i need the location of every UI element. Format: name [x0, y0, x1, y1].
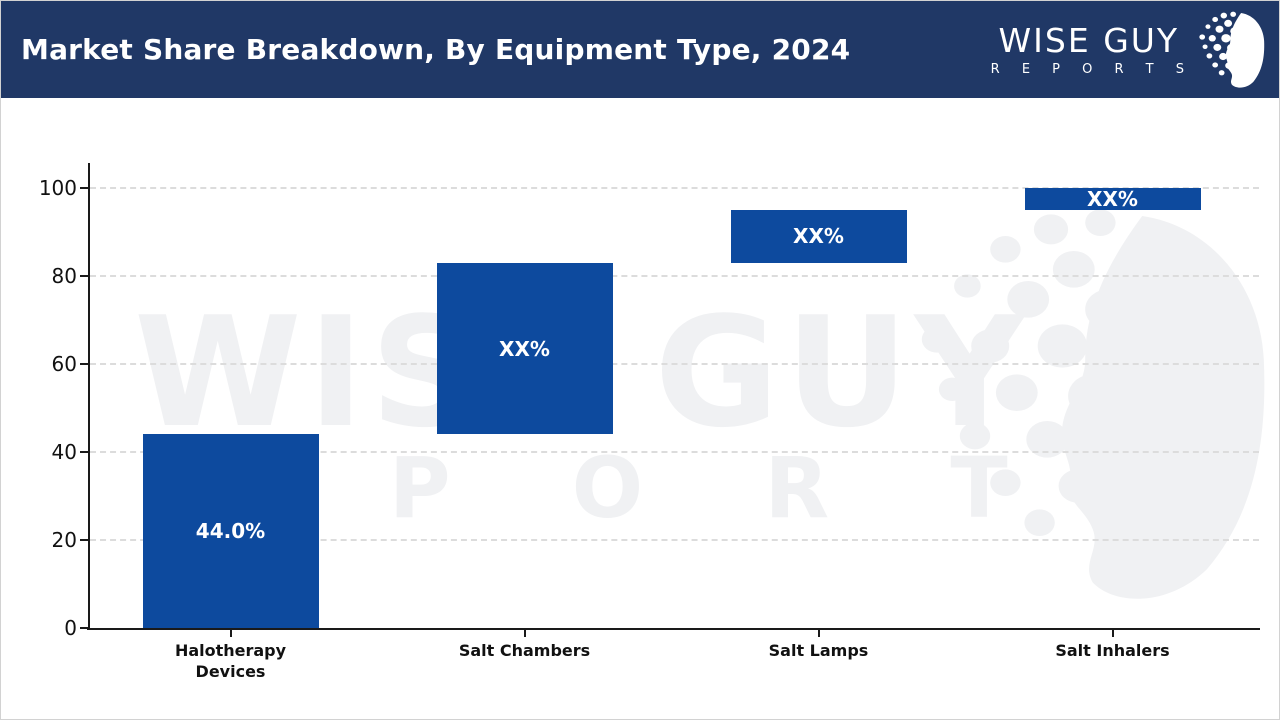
x-tick: [817, 630, 820, 637]
x-axis-label-salt-inhalers: Salt Inhalers: [1055, 641, 1170, 660]
bar-value-label: 44.0%: [195, 519, 266, 544]
gridline: [90, 539, 1259, 541]
x-axis-label-salt-chambers: Salt Chambers: [458, 641, 591, 660]
y-tick: [80, 539, 88, 541]
page-title: Market Share Breakdown, By Equipment Typ…: [21, 33, 851, 66]
y-tick: [80, 451, 88, 453]
bar-halotherapy-devices: 44.0%: [142, 434, 319, 628]
y-tick: [80, 363, 88, 365]
bar-salt-inhalers: XX%: [1024, 187, 1201, 211]
logo-text: WISE GUY R E P O R T S: [985, 24, 1193, 76]
logo-face-icon: [1199, 11, 1265, 88]
y-tick: [80, 275, 88, 277]
gridline: [90, 187, 1259, 189]
y-tick-label: 20: [51, 528, 77, 552]
wiseguy-logo: WISE GUY R E P O R T S: [985, 11, 1267, 89]
bar-value-label: XX%: [793, 224, 844, 249]
y-tick-label: 40: [51, 440, 77, 464]
y-tick-label: 100: [38, 176, 77, 200]
gridline: [90, 451, 1259, 453]
y-axis-line: [88, 163, 90, 629]
y-tick: [80, 187, 88, 189]
x-axis-label-halotherapy-devices: Halotherapy Devices: [174, 641, 287, 681]
x-axis-line: [87, 628, 1260, 630]
y-tick-label: 80: [51, 264, 77, 288]
bar-value-label: XX%: [1087, 187, 1138, 211]
gridline: [90, 275, 1259, 277]
x-tick: [229, 630, 232, 637]
watermark-face-icon: [921, 209, 1265, 599]
x-tick: [523, 630, 526, 637]
y-tick: [80, 627, 88, 629]
logo-subtitle: R E P O R T S: [990, 61, 1193, 77]
logo-wordmark: WISE GUY: [998, 20, 1180, 60]
header: Market Share Breakdown, By Equipment Typ…: [1, 1, 1279, 98]
x-axis-label-salt-lamps: Salt Lamps: [768, 641, 869, 660]
y-tick-label: 0: [64, 616, 77, 640]
bar-salt-chambers: XX%: [436, 262, 613, 435]
bar-value-label: XX%: [499, 336, 550, 361]
bar-salt-lamps: XX%: [730, 210, 907, 263]
x-tick: [1111, 630, 1114, 637]
gridline: [90, 363, 1259, 365]
y-tick-label: 60: [51, 352, 77, 376]
